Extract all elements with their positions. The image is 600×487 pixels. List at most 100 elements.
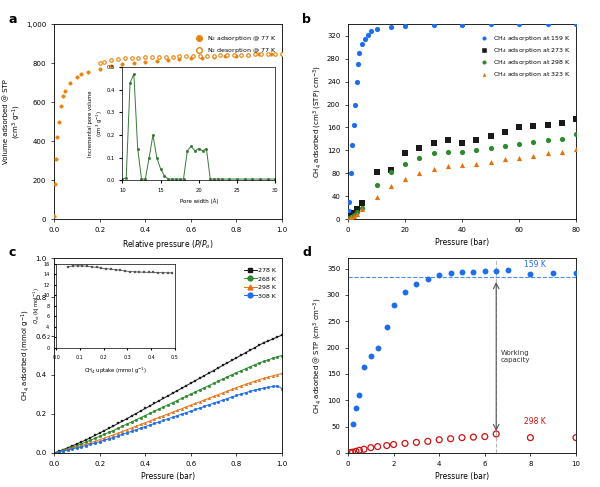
Point: [400, 150, 410, 157]
Point: [457, 268, 467, 276]
Point: [472, 136, 481, 144]
Point: [423, 437, 433, 445]
Y-axis label: CH$_4$ adsorbed (mmol g$^{-1}$): CH$_4$ adsorbed (mmol g$^{-1}$): [20, 310, 32, 401]
Point: [352, 78, 361, 86]
Point: [355, 391, 364, 399]
Point: [372, 181, 382, 188]
Y-axis label: CH$_4$ adsorbed (cm$^3$ (STP) cm$^{-3}$): CH$_4$ adsorbed (cm$^3$ (STP) cm$^{-3}$): [312, 65, 324, 178]
Point: [382, 442, 392, 450]
Point: [557, 135, 566, 143]
X-axis label: Relative pressure ($P$/$P_o$): Relative pressure ($P$/$P_o$): [122, 238, 214, 251]
Point: [366, 27, 376, 35]
Point: [350, 101, 360, 109]
Point: [366, 444, 376, 451]
Point: [412, 438, 421, 446]
Point: [491, 430, 501, 438]
Text: Working
capacity: Working capacity: [501, 350, 530, 363]
Point: [344, 215, 353, 223]
Point: [358, 199, 367, 207]
Point: [500, 155, 509, 163]
Point: [457, 434, 467, 442]
Text: d: d: [302, 246, 311, 260]
Point: [415, 144, 424, 151]
Point: [503, 266, 512, 274]
Point: [400, 22, 410, 30]
Point: [400, 288, 410, 296]
Point: [358, 206, 367, 213]
X-axis label: Pressure (bar): Pressure (bar): [435, 472, 489, 481]
Point: [457, 139, 467, 147]
Point: [514, 140, 524, 148]
Point: [557, 119, 566, 127]
Point: [548, 269, 558, 277]
Point: [386, 169, 395, 176]
Point: [543, 20, 553, 28]
Point: [386, 167, 395, 174]
Point: [469, 268, 478, 276]
X-axis label: Pressure (bar): Pressure (bar): [141, 472, 195, 481]
Point: [372, 193, 382, 201]
Point: [571, 115, 581, 123]
Point: [443, 148, 452, 155]
Point: [355, 49, 364, 57]
Point: [346, 449, 355, 456]
Point: [346, 212, 356, 220]
Point: [382, 323, 392, 331]
Point: [557, 148, 566, 155]
Point: [344, 198, 354, 206]
Point: [372, 169, 382, 176]
Point: [352, 210, 361, 218]
Point: [349, 209, 359, 217]
Point: [428, 21, 438, 29]
Point: [355, 447, 364, 454]
Point: [529, 138, 538, 146]
Point: [472, 160, 481, 168]
X-axis label: Pressure (bar): Pressure (bar): [435, 238, 489, 247]
Point: [486, 144, 496, 151]
Legend: N$_2$ adsorption @ 77 K, N$_2$ desorption @ 77 K: N$_2$ adsorption @ 77 K, N$_2$ desorptio…: [190, 31, 279, 57]
Point: [358, 40, 367, 48]
Point: [386, 23, 395, 31]
Point: [500, 128, 509, 136]
Point: [400, 160, 410, 168]
Point: [526, 434, 535, 442]
Point: [351, 404, 361, 412]
Point: [346, 213, 356, 221]
Point: [389, 441, 398, 449]
Point: [358, 204, 367, 211]
Point: [486, 20, 496, 28]
Point: [423, 275, 433, 283]
Point: [446, 269, 455, 277]
Point: [480, 267, 490, 275]
Point: [514, 154, 524, 162]
Point: [348, 448, 358, 456]
Point: [457, 161, 467, 169]
Point: [349, 121, 359, 129]
Point: [347, 141, 357, 149]
Text: 298 K: 298 K: [524, 417, 545, 426]
Y-axis label: CH$_4$ adsorbed @ STP (cm$^3$ cm$^{-3}$): CH$_4$ adsorbed @ STP (cm$^3$ cm$^{-3}$): [312, 297, 324, 414]
Point: [480, 432, 490, 440]
Point: [472, 147, 481, 154]
Point: [571, 131, 581, 138]
Point: [346, 169, 356, 177]
Point: [514, 20, 524, 28]
Point: [349, 212, 359, 220]
Legend: 278 K, 268 K, 298 K, 308 K: 278 K, 268 K, 298 K, 308 K: [241, 265, 279, 301]
Point: [344, 215, 353, 223]
Point: [428, 150, 438, 157]
Point: [543, 136, 553, 144]
Point: [457, 21, 467, 29]
Text: c: c: [8, 246, 16, 260]
Point: [446, 435, 455, 443]
Point: [500, 142, 509, 150]
Point: [359, 363, 369, 371]
Point: [373, 344, 382, 352]
Point: [415, 154, 424, 162]
Point: [344, 206, 353, 214]
Point: [412, 281, 421, 288]
Point: [443, 136, 452, 144]
Point: [571, 269, 581, 277]
Point: [360, 35, 370, 42]
Point: [344, 214, 354, 222]
